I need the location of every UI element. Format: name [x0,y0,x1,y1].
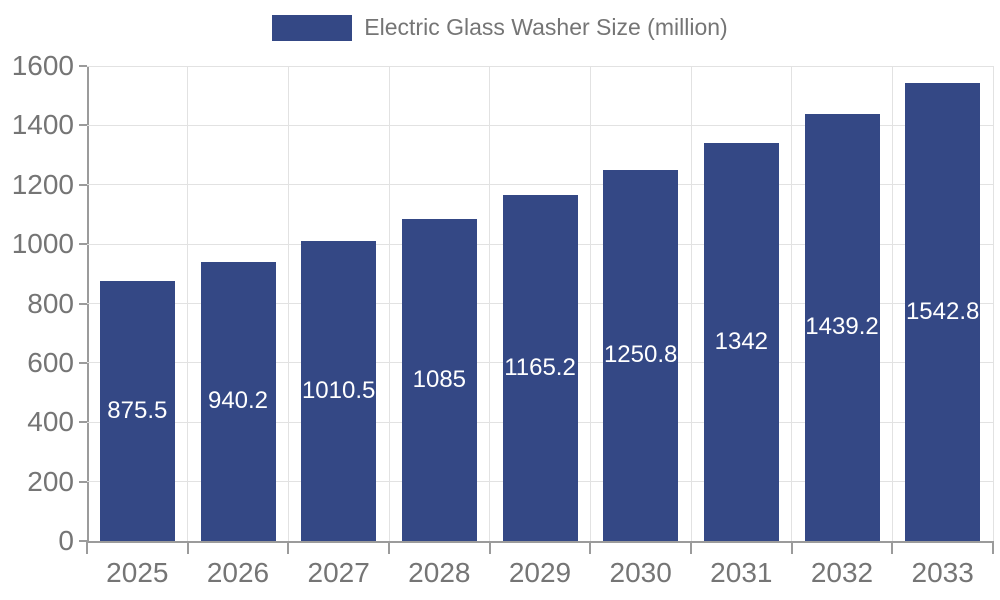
gridline-vertical [589,66,591,541]
bar-value-label: 940.2 [207,387,269,415]
gridline-horizontal [87,65,993,67]
y-axis-tick [79,243,87,246]
x-axis-tick [388,543,390,554]
gridline-vertical [388,66,390,541]
gridline-vertical [489,66,491,541]
y-axis-line [87,66,89,542]
bar-value-label: 1439.2 [805,313,879,341]
y-axis-tick-label: 1000 [11,228,74,260]
y-axis-tick [79,361,87,364]
chart-legend[interactable]: Electric Glass Washer Size (million) [0,14,1000,41]
gridline-vertical [690,66,692,541]
x-axis-tick-label: 2032 [810,557,874,588]
y-axis-tick [79,183,87,186]
bar: 1542.8 [905,82,981,541]
x-axis-tick-label: 2026 [206,557,270,588]
gridline-vertical [187,66,189,541]
bar: 940.2 [200,261,276,541]
bar-value-label: 1342 [714,327,769,355]
bar: 1250.8 [603,169,679,541]
bar: 1165.2 [502,195,578,541]
x-axis-tick [488,543,491,554]
bar: 1439.2 [804,113,880,541]
legend-label: Electric Glass Washer Size (million) [364,14,728,40]
bar-value-label: 1010.5 [301,377,376,404]
bar-value-label: 1250.8 [603,341,678,369]
gridline-vertical [791,66,793,541]
bar: 1085 [401,218,477,541]
plot-area: 875.5 940.2 1010.5 1085 1165.2 1250.8 1342 1439… [87,65,994,541]
y-axis-tick-label: 400 [27,406,74,438]
bar: 1010.5 [301,241,377,541]
bar-value-label: 875.5 [107,397,168,425]
x-axis-tick [287,543,290,554]
x-axis-tick [992,543,994,554]
y-axis-tick-label: 1600 [11,50,74,81]
x-axis-tick-label: 2027 [307,557,370,588]
y-axis-tick-label: 800 [27,287,74,319]
gridline-horizontal [87,124,993,126]
x-axis-tick [186,543,189,554]
x-axis-tick [589,543,592,554]
x-axis-tick-label: 2028 [408,557,471,588]
bar-value-label: 1542.8 [905,297,980,325]
x-axis-tick [690,543,692,554]
bar-value-label: 1085 [412,365,467,393]
y-axis-tick [79,302,87,305]
x-axis-tick-label: 2031 [710,557,773,588]
y-axis-tick-label: 200 [27,465,74,497]
y-axis-tick [79,421,87,424]
bar: 1342 [703,142,779,541]
x-axis-tick-label: 2033 [911,557,974,588]
x-axis-tick [790,543,793,554]
gridline-vertical [287,66,289,541]
y-axis-tick [79,65,87,67]
gridline-horizontal [87,184,993,186]
gridline-vertical [891,66,893,541]
gridline-vertical [992,66,994,541]
y-axis-tick-label: 1400 [11,109,74,141]
bar: 875.5 [99,281,175,541]
legend-swatch [272,14,353,41]
x-axis-tick-label: 2029 [508,557,572,588]
y-axis-tick [79,124,87,127]
y-axis-tick-label: 1200 [11,168,74,200]
y-axis-tick [79,540,87,542]
x-axis-line [86,541,994,543]
x-axis-tick-label: 2030 [609,557,672,588]
x-axis-tick-label: 2025 [106,557,169,588]
y-axis-tick-label: 600 [27,346,74,378]
x-axis-tick [891,543,894,554]
x-axis-tick [86,543,88,554]
bar-value-label: 1165.2 [504,354,576,382]
y-axis-tick [79,480,87,483]
y-axis-tick-label: 0 [58,525,74,556]
